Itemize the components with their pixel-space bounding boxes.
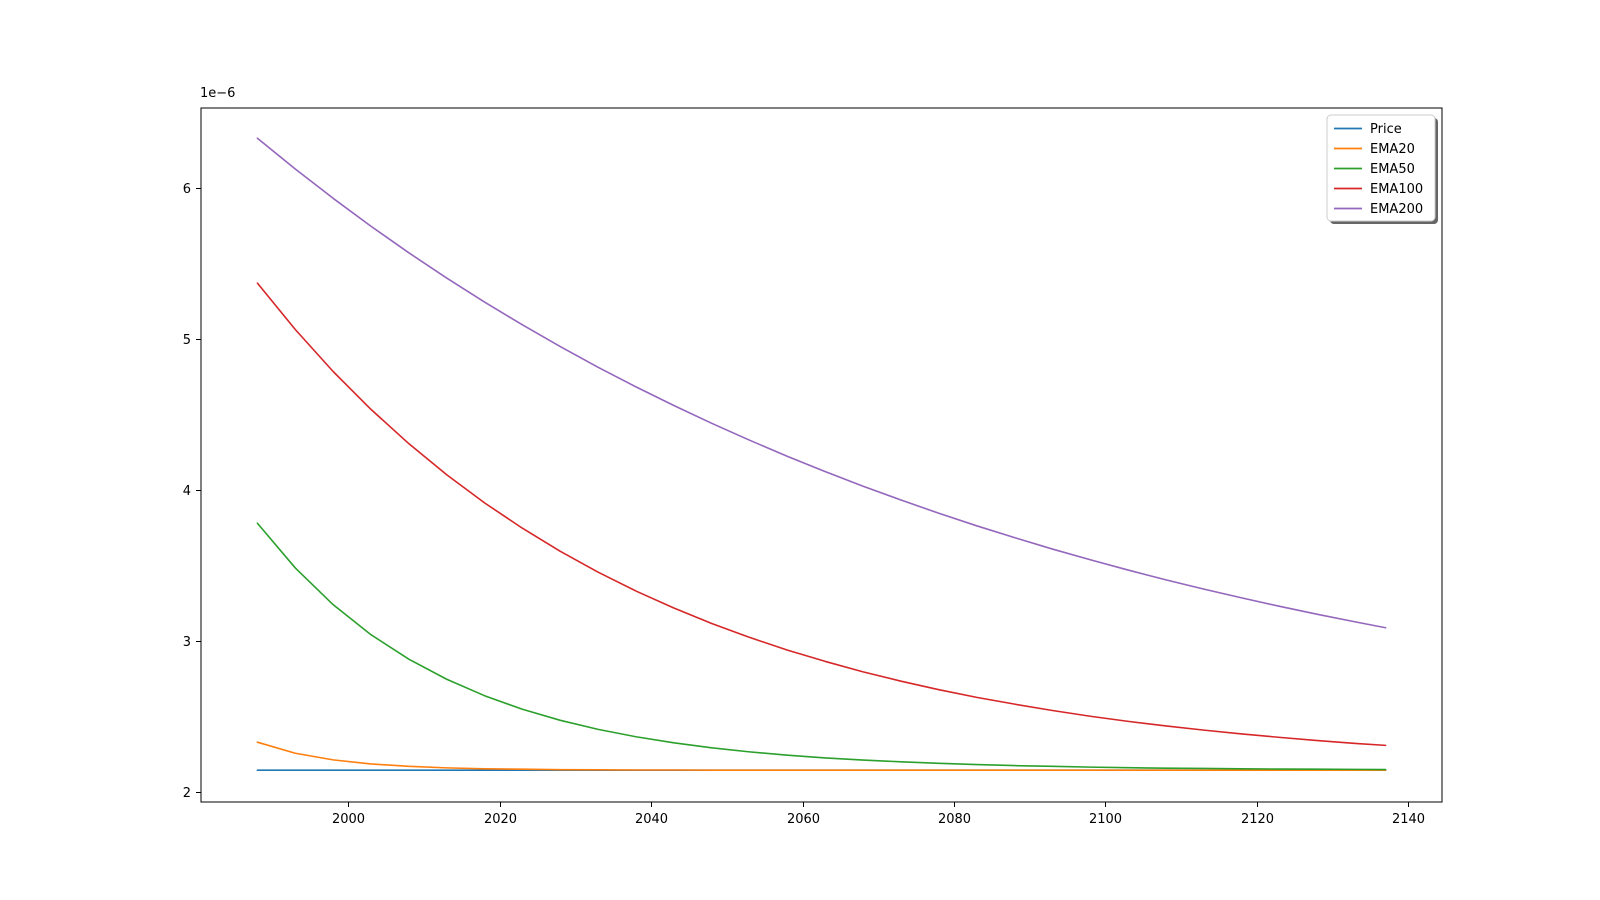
legend-label-ema200: EMA200	[1370, 202, 1423, 217]
x-axis-tick-label: 2100	[1089, 812, 1122, 827]
curve-ema100	[256, 282, 1387, 747]
x-axis-tick-label: 2040	[635, 812, 668, 827]
legend-label-ema50: EMA50	[1370, 162, 1415, 177]
curve-ema200	[256, 137, 1387, 629]
y-axis-tick-label: 2	[183, 786, 191, 801]
x-axis-tick-label: 2060	[787, 812, 820, 827]
x-axis-tick-label: 2000	[332, 812, 365, 827]
x-axis-tick-label: 2140	[1392, 812, 1425, 827]
legend-label-price: Price	[1370, 122, 1402, 137]
x-axis-tick-label: 2020	[484, 812, 517, 827]
y-axis-tick-label: 3	[183, 635, 191, 650]
legend-box	[1326, 114, 1436, 222]
curve-ema50	[256, 522, 1387, 771]
curve-ema20	[256, 741, 1387, 771]
y-axis-tick-label: 4	[183, 484, 191, 499]
x-axis-tick-label: 2080	[938, 812, 971, 827]
y-axis-tick-label: 5	[183, 333, 191, 348]
x-axis-tick-label: 2120	[1241, 812, 1274, 827]
plot-area	[200, 107, 1443, 803]
legend-label-ema100: EMA100	[1370, 182, 1423, 197]
y-axis-tick-label: 6	[183, 182, 191, 197]
y-axis-offset-label: 1e−6	[200, 86, 236, 101]
legend-label-ema20: EMA20	[1370, 142, 1415, 157]
